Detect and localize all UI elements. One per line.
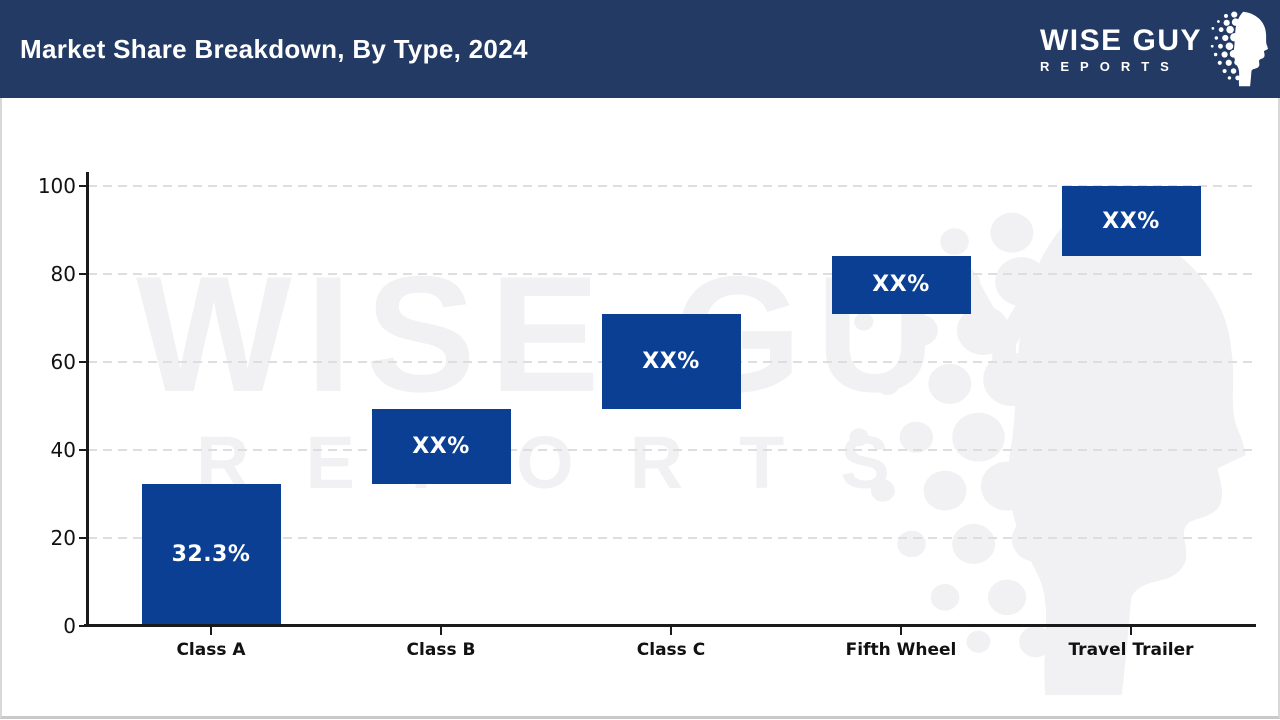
logo-subtext: REPORTS [1039,58,1180,74]
watermark-subtext: REPORTS [196,421,946,504]
page-title: Market Share Breakdown, By Type, 2024 [20,33,528,64]
x-axis-line [84,624,1256,627]
wise-guy-logo: WISE GUY REPORTS [1040,10,1268,88]
y-tick-label-60: 60 [50,350,76,374]
bar-value-label-class-c: XX% [642,348,700,374]
bar-class-b: XX% [371,409,511,484]
gridline-20 [88,537,1256,539]
x-tick-label-class-c: Class C [636,640,706,660]
bar-travel-trailer: XX% [1061,186,1201,257]
wise-guy-face-icon [1206,10,1268,88]
x-tick-label-class-a: Class A [176,640,246,660]
y-tick-label-20: 20 [50,526,76,550]
x-tick-mark-class-a [210,627,212,635]
x-tick-label-travel-trailer: Travel Trailer [1068,640,1194,660]
y-tick-label-80: 80 [50,262,76,286]
logo-text: WISE GUY REPORTS [1039,23,1202,74]
y-tick-label-100: 100 [37,174,76,198]
x-tick-label-class-b: Class B [406,640,476,660]
y-tick-mark-60 [79,361,88,363]
x-tick-label-fifth-wheel: Fifth Wheel [845,640,957,660]
x-tick-mark-class-c [670,627,672,635]
y-tick-label-0: 0 [63,614,76,638]
gridline-80 [88,273,1256,275]
x-tick-mark-travel-trailer [1130,627,1132,635]
y-tick-mark-0 [79,625,88,627]
gridline-40 [88,449,1256,451]
bar-class-a: 32.3% [141,483,281,626]
bar-value-label-fifth-wheel: XX% [872,272,930,298]
y-axis-line [86,172,89,627]
y-tick-label-40: 40 [50,438,76,462]
y-tick-mark-20 [79,537,88,539]
header-bar: Market Share Breakdown, By Type, 2024 WI… [0,0,1280,98]
y-tick-mark-100 [79,185,88,187]
x-tick-mark-fifth-wheel [900,627,902,635]
bar-value-label-class-b: XX% [412,433,470,459]
y-tick-mark-40 [79,449,88,451]
bar-value-label-travel-trailer: XX% [1102,208,1160,234]
y-tick-mark-80 [79,273,88,275]
bar-fifth-wheel: XX% [831,256,971,314]
bar-value-label-class-a: 32.3% [171,542,251,568]
bar-class-c: XX% [601,313,741,410]
x-tick-mark-class-b [440,627,442,635]
logo-wordmark: WISE GUY [1039,23,1202,57]
gridline-100 [88,185,1256,187]
